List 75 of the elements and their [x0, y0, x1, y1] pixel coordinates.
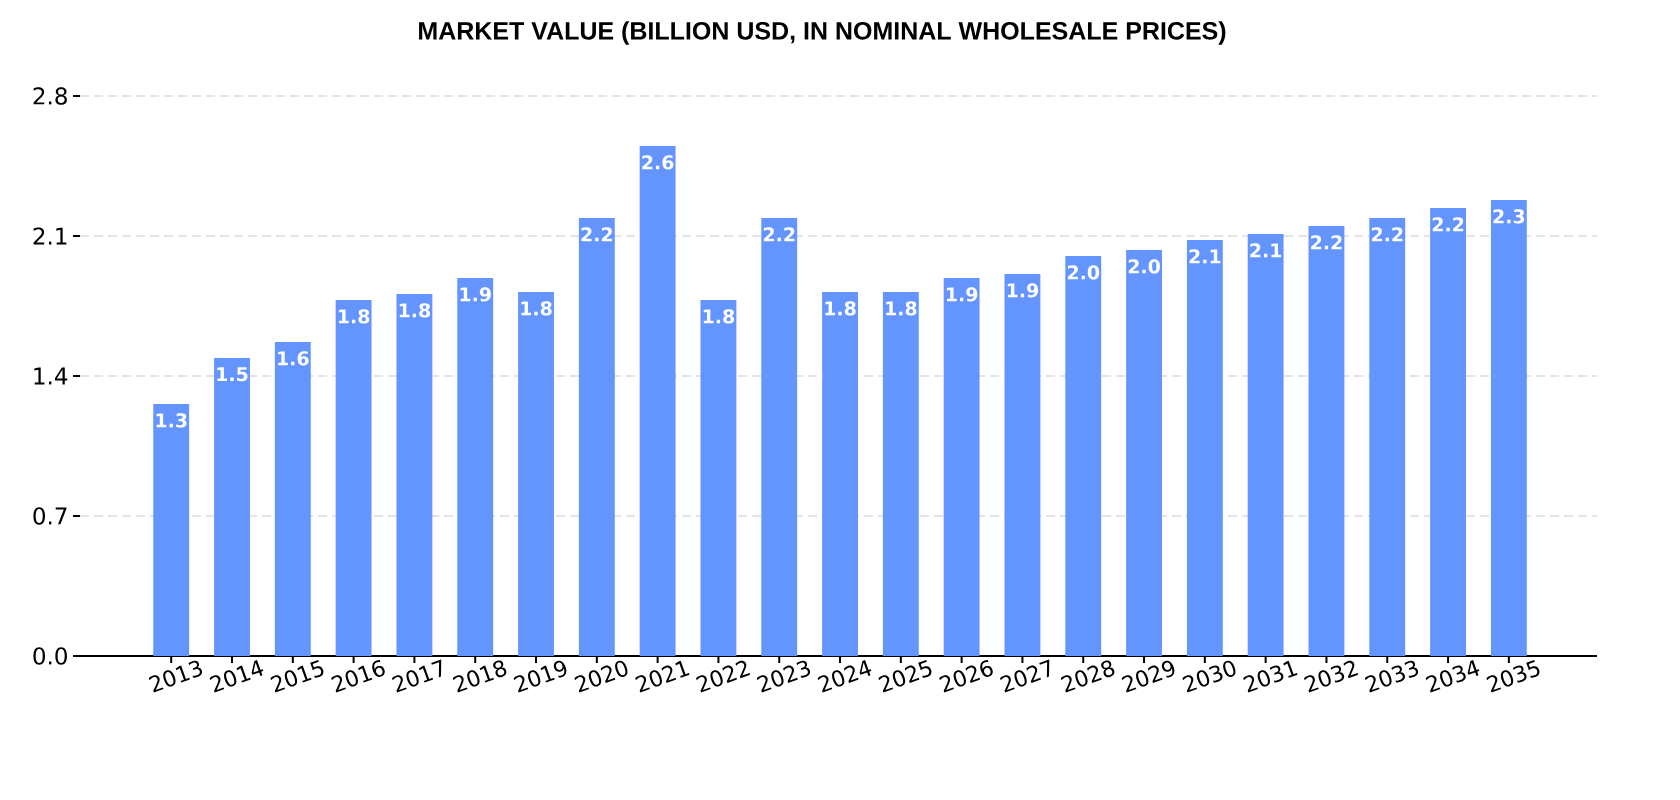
data-label: 1.8 [825, 301, 856, 316]
data-label: 2.6 [642, 155, 674, 170]
bar [1004, 273, 1041, 656]
bar [822, 291, 858, 656]
data-label: 1.3 [156, 413, 187, 428]
x-tick-label: 2015 [270, 659, 324, 693]
x-tick-label: 2025 [878, 659, 932, 693]
data-label: 1.9 [1007, 283, 1039, 298]
x-tick-label: 2019 [513, 660, 567, 693]
data-label: 1.8 [521, 301, 552, 316]
data-label: 1.9 [460, 287, 491, 302]
data-label: 1.6 [278, 351, 309, 366]
x-tick-label: 2017 [391, 659, 442, 693]
x-tick-label: 2020 [574, 660, 628, 693]
bar [1186, 239, 1223, 656]
data-label: 1.8 [703, 309, 735, 324]
x-tick-label: 2018 [452, 660, 507, 693]
bar [1247, 233, 1284, 656]
bar [274, 341, 311, 656]
x-tick-label: 2016 [331, 660, 385, 693]
bar [1430, 207, 1466, 656]
x-tick-label: 2021 [635, 660, 690, 693]
y-tick-label: 2.1 [33, 227, 67, 245]
y-tick-label: 1.4 [34, 367, 68, 385]
x-tick-label: 2023 [756, 660, 811, 693]
data-label: 2.2 [763, 227, 795, 242]
x-tick-label: 2035 [1486, 659, 1540, 693]
x-tick-label: 2013 [148, 660, 203, 693]
bar [700, 299, 737, 656]
data-label: 1.8 [399, 303, 431, 318]
bar [639, 145, 676, 656]
data-label: 1.5 [217, 367, 248, 382]
bar [943, 277, 980, 656]
data-label: 2.3 [1493, 209, 1525, 224]
bar [1490, 199, 1527, 656]
x-tick-label: 2034 [1425, 660, 1480, 693]
data-label: 2.1 [1189, 249, 1221, 264]
bar [578, 217, 615, 656]
bar [396, 293, 433, 656]
x-tick-label: 2028 [1060, 660, 1115, 693]
x-tick-label: 2022 [695, 660, 751, 693]
data-label: 1.9 [946, 287, 978, 302]
data-label: 1.8 [338, 309, 370, 324]
y-tick-label: 0.0 [33, 647, 67, 665]
x-tick-label: 2014 [209, 660, 264, 693]
x-tick-label: 2024 [817, 660, 872, 693]
data-label: 2.2 [581, 227, 612, 242]
bar [518, 291, 554, 656]
data-label: 2.2 [1371, 227, 1403, 242]
bar [1369, 217, 1406, 656]
x-tick-label: 2033 [1364, 660, 1419, 693]
bar [1126, 249, 1162, 656]
y-tick-label: 2.8 [33, 87, 67, 105]
bar [214, 357, 250, 656]
data-label: 1.8 [886, 301, 917, 316]
x-tick-label: 2032 [1304, 660, 1359, 693]
chart-title: MARKET VALUE (BILLION USD, IN NOMINAL WHOLESALE PRICES) [419, 21, 1226, 45]
bar [335, 299, 372, 656]
data-label: 2.2 [1311, 235, 1342, 250]
bar [457, 277, 494, 656]
data-label: 2.2 [1432, 217, 1464, 232]
y-tick-label: 0.7 [33, 507, 67, 525]
x-tick-label: 2031 [1243, 660, 1298, 693]
x-tick-label: 2027 [1000, 659, 1050, 693]
bar [153, 403, 190, 656]
x-tick-label: 2029 [1121, 660, 1175, 693]
x-tick-label: 2030 [1182, 660, 1236, 693]
bar [761, 217, 798, 656]
bar [882, 291, 919, 656]
x-tick-label: 2026 [939, 660, 993, 693]
bar [1308, 225, 1345, 656]
data-label: 2.0 [1067, 265, 1100, 280]
data-label: 2.0 [1128, 259, 1160, 274]
data-label: 2.1 [1250, 243, 1282, 258]
bar [1065, 255, 1102, 656]
